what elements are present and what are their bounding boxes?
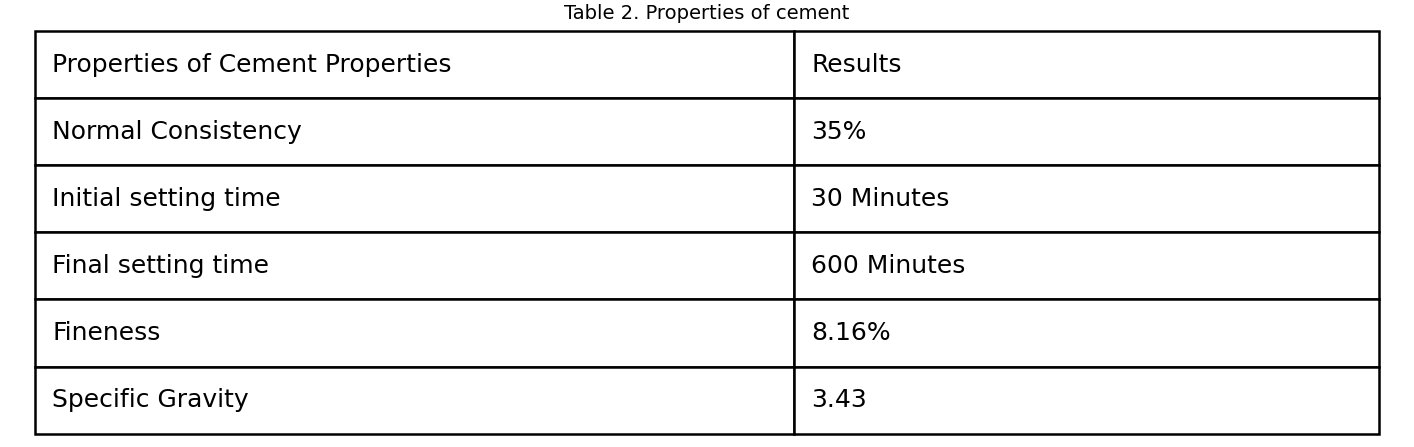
Text: Table 2. Properties of cement: Table 2. Properties of cement <box>564 4 850 24</box>
Text: Initial setting time: Initial setting time <box>52 187 281 211</box>
Text: Fineness: Fineness <box>52 321 161 345</box>
Bar <box>35 232 795 299</box>
Bar <box>35 367 795 434</box>
Bar <box>795 98 1379 165</box>
Bar <box>795 31 1379 98</box>
Text: 30 Minutes: 30 Minutes <box>812 187 950 211</box>
Text: Properties of Cement Properties: Properties of Cement Properties <box>52 53 452 77</box>
Bar <box>35 98 795 165</box>
Text: Results: Results <box>812 53 902 77</box>
Text: 600 Minutes: 600 Minutes <box>812 254 966 278</box>
Text: Normal Consistency: Normal Consistency <box>52 120 303 144</box>
Bar <box>35 31 795 98</box>
Text: 35%: 35% <box>812 120 867 144</box>
Text: Specific Gravity: Specific Gravity <box>52 388 249 412</box>
Text: Final setting time: Final setting time <box>52 254 269 278</box>
Bar <box>795 165 1379 232</box>
Bar <box>795 367 1379 434</box>
Bar <box>795 232 1379 299</box>
Bar <box>795 299 1379 367</box>
Bar <box>35 299 795 367</box>
Text: 8.16%: 8.16% <box>812 321 891 345</box>
Text: 3.43: 3.43 <box>812 388 867 412</box>
Bar <box>35 165 795 232</box>
